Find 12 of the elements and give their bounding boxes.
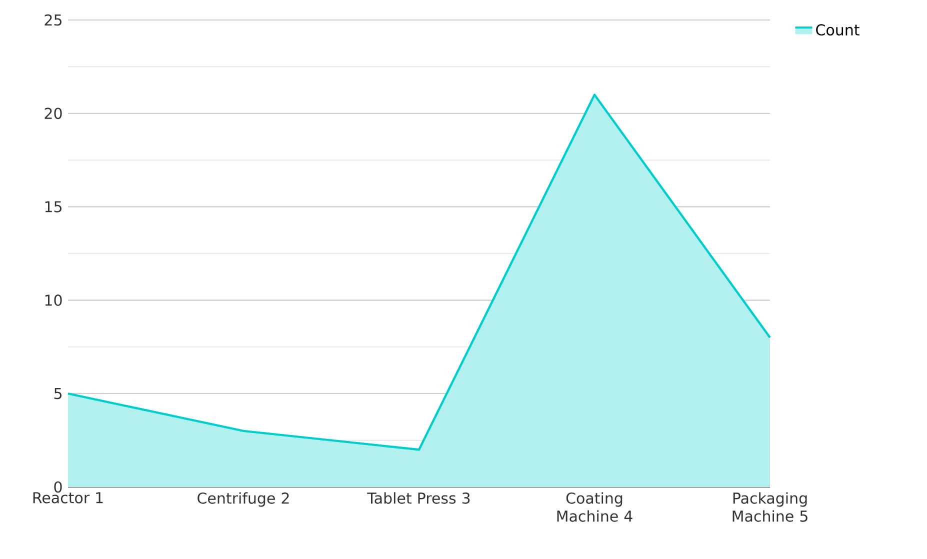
x-tick-label: Reactor 1: [33, 492, 103, 504]
x-tick-label: Packaging Machine 5: [732, 492, 808, 522]
x-tick-label: Tablet Press 3: [367, 492, 470, 504]
y-tick-label: 5: [54, 388, 62, 400]
y-tick-label: 0: [54, 481, 62, 493]
legend-label: Count: [816, 24, 860, 36]
y-tick-label: 15: [45, 201, 62, 212]
y-tick-label: 10: [45, 294, 62, 306]
x-tick-label: Coating Machine 4: [557, 492, 632, 522]
y-tick-label: 25: [44, 14, 62, 26]
x-tick-label: Centrifuge 2: [198, 492, 289, 507]
y-tick-label: 20: [44, 108, 62, 120]
